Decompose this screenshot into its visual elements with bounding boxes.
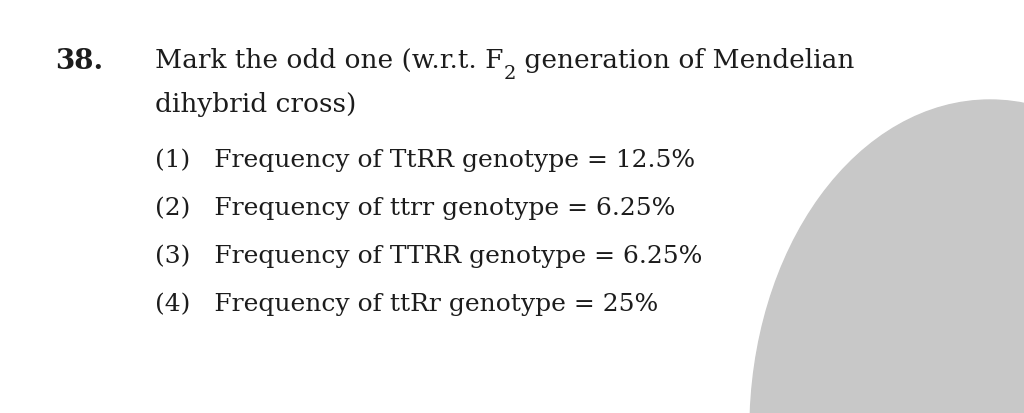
Text: Mark the odd one (w.r.t. F: Mark the odd one (w.r.t. F (155, 48, 504, 73)
Text: (3)   Frequency of TTRR genotype = 6.25%: (3) Frequency of TTRR genotype = 6.25% (155, 244, 702, 268)
Text: (1)   Frequency of TtRR genotype = 12.5%: (1) Frequency of TtRR genotype = 12.5% (155, 148, 695, 171)
Text: 2: 2 (504, 64, 516, 83)
Text: 38.: 38. (55, 48, 103, 75)
Text: (2)   Frequency of ttrr genotype = 6.25%: (2) Frequency of ttrr genotype = 6.25% (155, 196, 676, 220)
Text: generation of Mendelian: generation of Mendelian (516, 48, 854, 73)
Text: (4)   Frequency of ttRr genotype = 25%: (4) Frequency of ttRr genotype = 25% (155, 292, 658, 316)
Text: dihybrid cross): dihybrid cross) (155, 92, 356, 117)
